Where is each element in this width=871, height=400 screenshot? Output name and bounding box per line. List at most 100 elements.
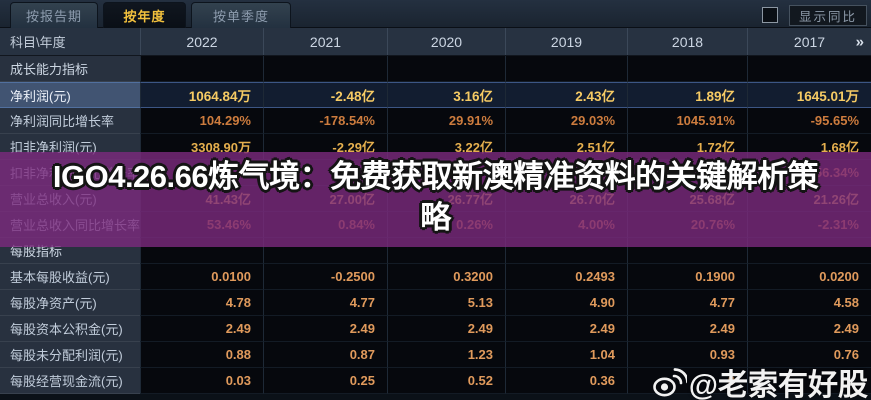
value-cell: 1.89亿 <box>627 82 747 108</box>
row-label: 每股经营现金流(元) <box>0 368 140 394</box>
tab-bar: 按报告期 按年度 按单季度 显示同比 <box>0 0 871 28</box>
table-row[interactable]: 扣非净利润(元) 3308.90万 -2.29亿 3.22亿 2.51亿 1.72亿 1.6… <box>0 134 871 160</box>
value-cell: 5.13 <box>387 290 505 316</box>
year-header-cell: 2018 <box>627 28 747 55</box>
value-cell: -17 <box>263 160 387 186</box>
value-cell: 1645.01万 <box>747 82 871 108</box>
value-cell: 0.87 <box>263 342 387 368</box>
value-cell: 2.49 <box>387 316 505 342</box>
value-cell <box>505 238 627 264</box>
year-header-cell: 2019 <box>505 28 627 55</box>
value-cell: 0.84% <box>263 212 387 238</box>
value-cell <box>140 238 263 264</box>
value-cell: 2.49 <box>747 316 871 342</box>
value-cell <box>747 56 871 82</box>
value-cell: 0.1900 <box>627 264 747 290</box>
value-cell: 25.68亿 <box>627 186 747 212</box>
table-row[interactable]: 每股未分配利润(元) 0.88 0.87 1.23 1.04 0.93 0.76 <box>0 342 871 368</box>
value-cell: 104.29% <box>140 108 263 134</box>
table-body: 成长能力指标 净利润(元) 1064.84万 -2.48亿 3.16亿 2.43亿 1.89… <box>0 56 871 394</box>
more-columns-icon[interactable]: » <box>855 33 864 50</box>
value-cell <box>627 56 747 82</box>
value-cell: 4.78 <box>140 290 263 316</box>
value-cell: 27.00亿 <box>263 186 387 212</box>
year-header-cell: 2021 <box>263 28 387 55</box>
table-row[interactable]: 每股资本公积金(元) 2.49 2.49 2.49 2.49 2.49 2.49 <box>0 316 871 342</box>
value-cell <box>505 160 627 186</box>
section-header-row: 每股指标 <box>0 238 871 264</box>
value-cell <box>387 56 505 82</box>
value-cell: 26.70亿 <box>505 186 627 212</box>
row-label: 扣非净利润(元) <box>0 134 140 160</box>
show-yoy-button[interactable]: 显示同比 <box>789 5 867 26</box>
value-cell: 21.26亿 <box>747 186 871 212</box>
value-cell: 0.88 <box>140 342 263 368</box>
row-label: 每股净资产(元) <box>0 290 140 316</box>
value-cell: 0.26% <box>387 212 505 238</box>
value-cell: -95.65% <box>747 108 871 134</box>
section-header-row: 成长能力指标 <box>0 56 871 82</box>
tab-3[interactable]: 按单季度 <box>191 2 291 28</box>
value-cell: -2.31% <box>747 212 871 238</box>
table-row[interactable]: 每股经营现金流(元) 0.03 0.25 0.52 0.36 0 <box>0 368 871 394</box>
value-cell: 26.77亿 <box>387 186 505 212</box>
value-cell: 4.77 <box>263 290 387 316</box>
row-label: 净利润(元) <box>0 82 140 108</box>
value-cell: 2.49 <box>263 316 387 342</box>
value-cell: 41.43亿 <box>140 186 263 212</box>
row-label: 每股指标 <box>0 238 140 264</box>
row-label: 营业总收入(元) <box>0 186 140 212</box>
table-row[interactable]: 净利润同比增长率 104.29% -178.54% 29.91% 29.03% 1045.… <box>0 108 871 134</box>
value-cell: 4.77 <box>627 290 747 316</box>
table-header-row: 科目\年度 2022 2021 2020 2019 2018 2017» <box>0 28 871 56</box>
value-cell: -0.2500 <box>263 264 387 290</box>
table-row[interactable]: 基本每股收益(元) 0.0100 -0.2500 0.3200 0.2493 0.1900… <box>0 264 871 290</box>
row-label: 成长能力指标 <box>0 56 140 82</box>
value-cell: 0.93 <box>627 342 747 368</box>
corner-header-cell: 科目\年度 <box>10 35 66 50</box>
show-yoy-checkbox[interactable] <box>762 7 778 23</box>
row-label: 营业总收入同比增长率 <box>0 212 140 238</box>
table-row[interactable]: 净利润(元) 1064.84万 -2.48亿 3.16亿 2.43亿 1.89亿 1645.… <box>0 82 871 108</box>
value-cell: 56.34% <box>747 160 871 186</box>
value-cell: 2.49 <box>627 316 747 342</box>
value-cell: -2.48亿 <box>263 82 387 108</box>
row-label: 每股资本公积金(元) <box>0 316 140 342</box>
row-label: 基本每股收益(元) <box>0 264 140 290</box>
value-cell: 3.16亿 <box>387 82 505 108</box>
value-cell: 0.03 <box>140 368 263 394</box>
row-label: 每股未分配利润(元) <box>0 342 140 368</box>
tab-2[interactable]: 按年度 <box>103 2 186 28</box>
value-cell: 2.51亿 <box>505 134 627 160</box>
value-cell: 29.03% <box>505 108 627 134</box>
tab-1[interactable]: 按报告期 <box>10 2 98 28</box>
value-cell: 0.52 <box>387 368 505 394</box>
value-cell: 1.68亿 <box>747 134 871 160</box>
table-row[interactable]: 营业总收入(元) 41.43亿 27.00亿 26.77亿 26.70亿 25.68亿 21… <box>0 186 871 212</box>
value-cell: 0.2493 <box>505 264 627 290</box>
value-cell <box>747 238 871 264</box>
year-header-cell: 2020 <box>387 28 505 55</box>
value-cell: 0.76 <box>747 342 871 368</box>
value-cell: 1064.84万 <box>140 82 263 108</box>
value-cell <box>747 368 871 394</box>
row-label: 扣非净利润同比增长率 <box>0 160 140 186</box>
value-cell: 1.72亿 <box>627 134 747 160</box>
value-cell: 3308.90万 <box>140 134 263 160</box>
value-cell: 11 <box>140 160 263 186</box>
value-cell: 2.43亿 <box>505 82 627 108</box>
value-cell <box>263 56 387 82</box>
value-cell: 29.91% <box>387 108 505 134</box>
value-cell: 0.3200 <box>387 264 505 290</box>
row-label: 净利润同比增长率 <box>0 108 140 134</box>
table-row[interactable]: 每股净资产(元) 4.78 4.77 5.13 4.90 4.77 4.58 <box>0 290 871 316</box>
value-cell: 53.46% <box>140 212 263 238</box>
value-cell <box>387 160 505 186</box>
value-cell <box>627 160 747 186</box>
value-cell: 4.58 <box>747 290 871 316</box>
bottom-strip <box>0 394 871 400</box>
value-cell: 1.23 <box>387 342 505 368</box>
table-row[interactable]: 扣非净利润同比增长率 11 -17 56.34% <box>0 160 871 186</box>
table-row[interactable]: 营业总收入同比增长率 53.46% 0.84% 0.26% 4.00% 20.76% -2.… <box>0 212 871 238</box>
value-cell: 0.0100 <box>140 264 263 290</box>
